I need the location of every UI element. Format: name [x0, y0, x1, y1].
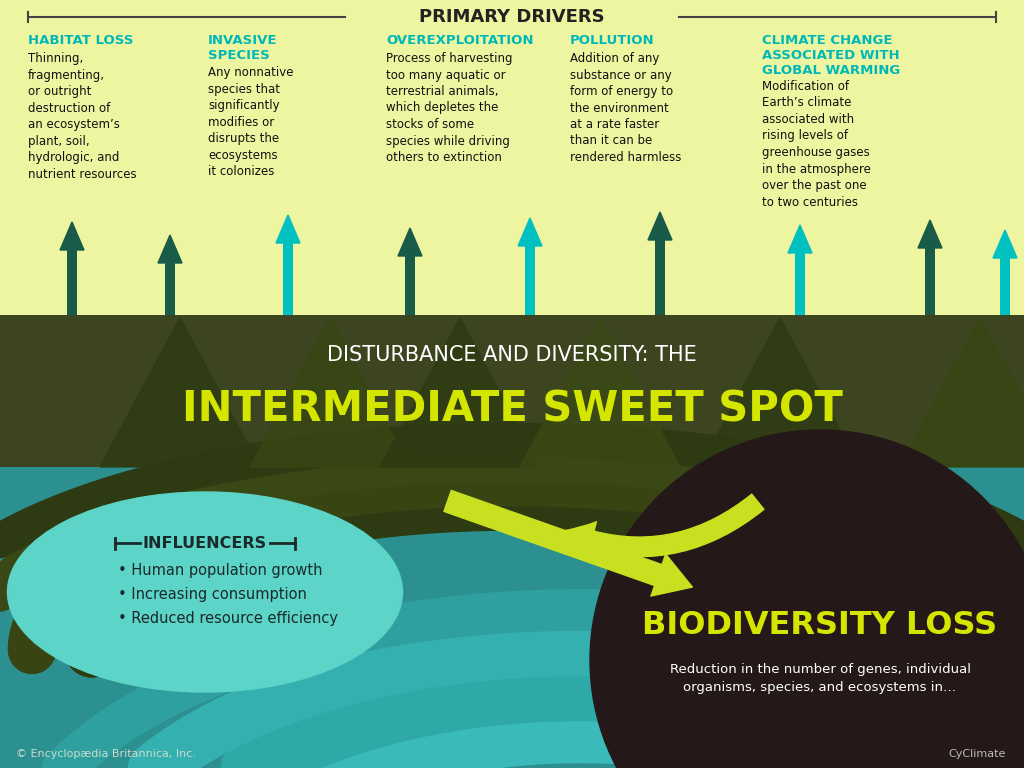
Text: INVASIVE
SPECIES: INVASIVE SPECIES: [208, 34, 278, 62]
Polygon shape: [518, 218, 542, 246]
Circle shape: [590, 430, 1024, 768]
Polygon shape: [788, 225, 812, 253]
Polygon shape: [60, 222, 84, 250]
Text: • Increasing consumption: • Increasing consumption: [118, 587, 307, 602]
Bar: [406, 256, 415, 315]
Polygon shape: [276, 215, 300, 243]
Text: • Reduced resource efficiency: • Reduced resource efficiency: [118, 611, 338, 626]
Text: INTERMEDIATE SWEET SPOT: INTERMEDIATE SWEET SPOT: [181, 389, 843, 431]
Bar: [165, 263, 175, 315]
Polygon shape: [158, 235, 182, 263]
Polygon shape: [993, 230, 1017, 258]
Text: POLLUTION: POLLUTION: [570, 34, 654, 47]
Ellipse shape: [7, 492, 402, 692]
Bar: [795, 253, 805, 315]
Bar: [525, 246, 535, 315]
FancyArrowPatch shape: [444, 491, 692, 596]
Polygon shape: [700, 318, 860, 467]
Text: Any nonnative
species that
significantly
modifies or
disrupts the
ecosystems
it : Any nonnative species that significantly…: [208, 66, 294, 178]
Text: DISTURBANCE AND DIVERSITY: THE: DISTURBANCE AND DIVERSITY: THE: [327, 345, 697, 365]
Text: CLIMATE CHANGE
ASSOCIATED WITH
GLOBAL WARMING: CLIMATE CHANGE ASSOCIATED WITH GLOBAL WA…: [762, 34, 900, 77]
Bar: [283, 243, 293, 315]
Polygon shape: [648, 212, 672, 240]
Polygon shape: [398, 228, 422, 256]
Polygon shape: [380, 318, 540, 467]
Text: PRIMARY DRIVERS: PRIMARY DRIVERS: [419, 8, 605, 26]
Text: HABITAT LOSS: HABITAT LOSS: [28, 34, 133, 47]
Polygon shape: [918, 220, 942, 248]
Bar: [0, 467, 1024, 768]
Polygon shape: [520, 318, 680, 467]
Text: Modification of
Earth’s climate
associated with
rising levels of
greenhouse gase: Modification of Earth’s climate associat…: [762, 80, 870, 208]
Bar: [0, 0, 1024, 315]
Bar: [655, 240, 665, 315]
Text: Thinning,
fragmenting,
or outright
destruction of
an ecosystem’s
plant, soil,
hy: Thinning, fragmenting, or outright destr…: [28, 52, 136, 180]
Bar: [0, 315, 1024, 467]
Bar: [67, 250, 77, 315]
Polygon shape: [100, 318, 260, 467]
Polygon shape: [900, 318, 1024, 467]
Bar: [1000, 258, 1010, 315]
Text: INFLUENCERS: INFLUENCERS: [143, 535, 267, 551]
Polygon shape: [250, 318, 410, 467]
Text: Reduction in the number of genes, individual
organisms, species, and ecosystems : Reduction in the number of genes, indivi…: [670, 663, 971, 694]
Text: © Encyclopædia Britannica, Inc.: © Encyclopædia Britannica, Inc.: [16, 749, 196, 759]
Text: Addition of any
substance or any
form of energy to
the environment
at a rate fas: Addition of any substance or any form of…: [570, 52, 681, 164]
Bar: [925, 248, 935, 315]
FancyArrowPatch shape: [562, 494, 764, 559]
Text: OVEREXPLOITATION: OVEREXPLOITATION: [386, 34, 534, 47]
Text: BIODIVERSITY LOSS: BIODIVERSITY LOSS: [642, 610, 997, 641]
Text: CyClimate: CyClimate: [948, 749, 1006, 759]
Text: Process of harvesting
too many aquatic or
terrestrial animals,
which depletes th: Process of harvesting too many aquatic o…: [386, 52, 512, 164]
Text: • Human population growth: • Human population growth: [118, 563, 323, 578]
